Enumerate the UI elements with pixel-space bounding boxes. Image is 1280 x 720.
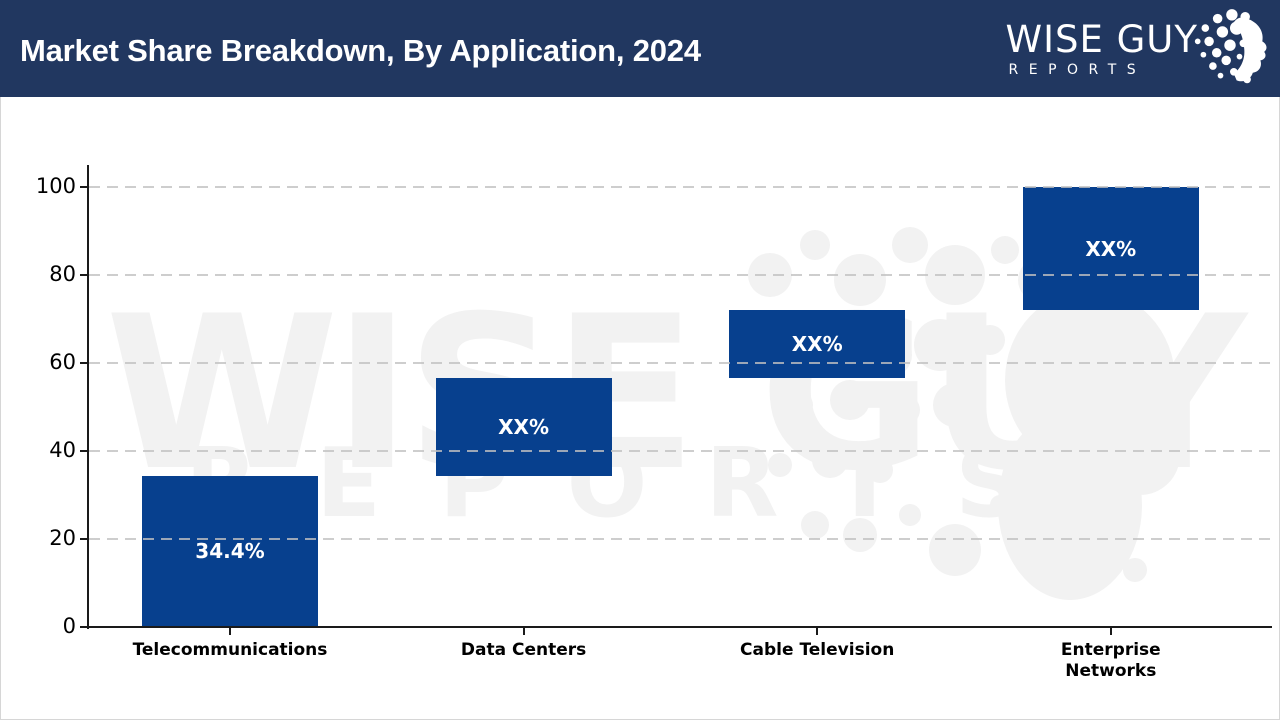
wise-guy-logo: WISE GUY REPORTS: [1006, 8, 1268, 90]
y-tick-mark: [80, 274, 88, 276]
x-axis-label-telecommunications: Telecommunications: [132, 640, 328, 660]
y-tick-mark: [80, 626, 88, 628]
bar-telecommunications: 34.4%: [142, 475, 318, 627]
gridline: [89, 450, 1272, 452]
x-axis-label-data-centers: Data Centers: [460, 640, 587, 660]
bar-enterprise-networks: XX%: [1022, 187, 1199, 311]
x-axis-label-cable-television: Cable Television: [740, 640, 895, 660]
y-tick-label: 0: [62, 614, 76, 638]
y-tick-mark: [80, 186, 88, 188]
gridline: [89, 538, 1272, 540]
page-title: Market Share Breakdown, By Application, …: [20, 33, 701, 68]
y-tick-mark: [80, 450, 88, 452]
bar-data-centers: XX%: [435, 378, 612, 476]
x-tick-mark: [816, 627, 819, 635]
bar-value-label-data-centers: XX%: [498, 415, 550, 439]
x-axis-spine: [87, 626, 1272, 628]
y-tick-mark: [80, 538, 88, 540]
bar-value-label-cable-television: XX%: [791, 332, 843, 357]
y-tick-label: 100: [35, 174, 76, 198]
x-tick-mark: [229, 627, 231, 635]
x-axis-label-enterprise-networks: Enterprise Networks: [1060, 640, 1161, 682]
y-tick-label: 80: [49, 262, 76, 286]
x-tick-mark: [1109, 627, 1112, 635]
gridline: [89, 362, 1272, 364]
gridline: [89, 186, 1272, 188]
bar-value-label-telecommunications: 34.4%: [195, 539, 265, 564]
logo-brand-text: WISE GUY: [1005, 18, 1198, 62]
y-tick-label: 40: [49, 438, 76, 462]
y-tick-mark: [80, 362, 88, 364]
bar-value-label-enterprise-networks: XX%: [1085, 236, 1137, 261]
logo-reports-text: REPORTS: [1008, 61, 1147, 78]
y-tick-label: 60: [49, 350, 76, 374]
gridline: [89, 274, 1272, 276]
bar-cable-television: XX%: [729, 310, 906, 379]
y-tick-label: 20: [49, 526, 76, 550]
x-tick-mark: [522, 627, 525, 635]
logo-head-icon: [1194, 9, 1267, 84]
y-axis-spine: [87, 165, 89, 629]
header-banner: Market Share Breakdown, By Application, …: [0, 0, 1280, 97]
